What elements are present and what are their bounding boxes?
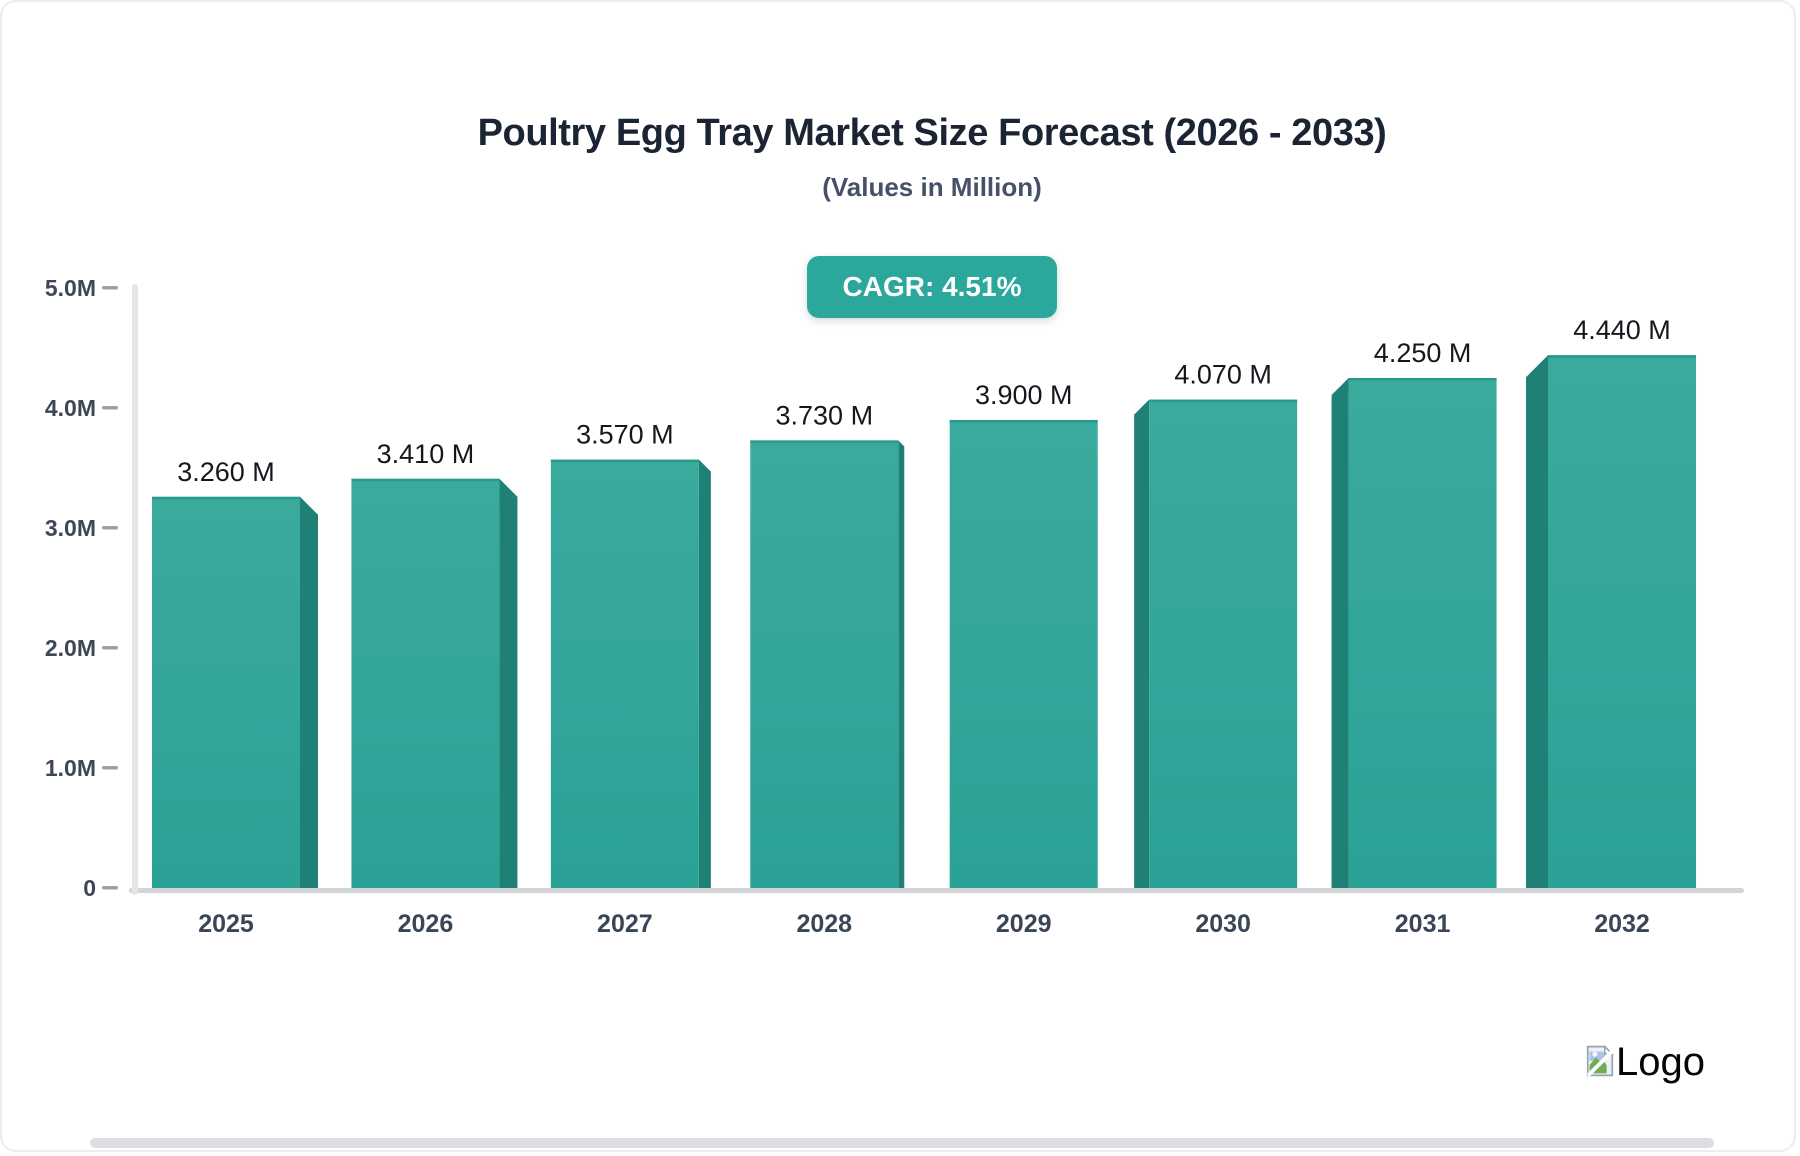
bar-2027: 3.570 M 2027 bbox=[550, 420, 711, 938]
y-axis-tick-label: 5.0M bbox=[45, 275, 96, 301]
bar-2031: 4.250 M 2031 bbox=[1331, 338, 1497, 938]
bar-front-face bbox=[949, 420, 1098, 888]
bar-front-face bbox=[1548, 355, 1697, 888]
horizontal-scrollbar[interactable] bbox=[90, 1138, 1714, 1148]
bar-side-face bbox=[1526, 355, 1549, 888]
bar-2030: 4.070 M 2030 bbox=[1134, 360, 1298, 938]
bar-side-face bbox=[898, 440, 905, 888]
bar-top-edge bbox=[1348, 378, 1497, 381]
bar-2029: 3.900 M 2029 bbox=[949, 380, 1098, 938]
bar-top-edge bbox=[750, 440, 899, 443]
y-axis-tick bbox=[102, 766, 118, 770]
bar-front-face bbox=[550, 459, 699, 888]
bar-side-face bbox=[499, 478, 518, 888]
cagr-badge: CAGR: 4.51% bbox=[806, 256, 1058, 318]
logo: Logo bbox=[1586, 1040, 1705, 1085]
broken-image-icon bbox=[1586, 1044, 1614, 1077]
y-axis-tick-label: 4.0M bbox=[45, 395, 96, 421]
y-axis-tick bbox=[102, 886, 118, 890]
cagr-badge-row: CAGR: 4.51% bbox=[122, 256, 1742, 318]
bar-side-face bbox=[1331, 378, 1349, 888]
bar-top-edge bbox=[1548, 355, 1697, 358]
bar-value-label: 4.250 M bbox=[1374, 338, 1472, 368]
bar-2028: 3.730 M 2028 bbox=[750, 400, 905, 938]
bar-2026: 3.410 M 2026 bbox=[351, 439, 518, 938]
bar-value-label: 3.410 M bbox=[377, 439, 475, 469]
x-axis-line bbox=[129, 888, 1744, 893]
chart-title: Poultry Egg Tray Market Size Forecast (2… bbox=[477, 112, 1387, 154]
bar-top-edge bbox=[1149, 399, 1298, 403]
y-axis-tick-label: 1.0M bbox=[45, 755, 96, 781]
logo-text: Logo bbox=[1616, 1040, 1705, 1084]
bar-front-face bbox=[351, 478, 500, 888]
y-axis-tick-label: 2.0M bbox=[45, 635, 96, 661]
bar-value-label: 3.900 M bbox=[975, 380, 1073, 410]
bar-2032: 4.440 M 2032 bbox=[1526, 315, 1697, 938]
x-axis-category-label: 2030 bbox=[1195, 910, 1251, 938]
bar-value-label: 3.730 M bbox=[776, 400, 874, 430]
bar-side-face bbox=[698, 459, 711, 888]
bar-front-face bbox=[1348, 378, 1497, 888]
y-axis-tick bbox=[102, 646, 118, 650]
bar-top-edge bbox=[152, 496, 300, 500]
y-axis-tick bbox=[102, 406, 118, 410]
y-axis-tick bbox=[102, 286, 118, 290]
x-axis-category-label: 2028 bbox=[796, 910, 852, 938]
bar-side-face bbox=[1134, 399, 1150, 888]
chart-subtitle: (Values in Million) bbox=[822, 172, 1042, 202]
y-axis-tick-label: 0 bbox=[83, 875, 96, 901]
bar-front-face bbox=[750, 440, 899, 888]
bar-value-label: 4.070 M bbox=[1174, 360, 1272, 390]
bar-top-edge bbox=[550, 459, 699, 463]
bar-value-label: 3.570 M bbox=[576, 420, 674, 450]
bar-top-edge bbox=[949, 420, 1098, 423]
x-axis-category-label: 2031 bbox=[1395, 910, 1451, 938]
bar-2025: 3.260 M 2025 bbox=[152, 457, 318, 938]
y-axis-tick-label: 3.0M bbox=[45, 515, 96, 541]
bar-value-label: 3.260 M bbox=[177, 457, 275, 487]
y-axis-tick bbox=[102, 526, 118, 530]
x-axis-category-label: 2032 bbox=[1594, 910, 1650, 938]
x-axis-category-label: 2027 bbox=[597, 910, 653, 938]
bar-front-face bbox=[152, 496, 300, 888]
x-axis-category-label: 2025 bbox=[198, 910, 254, 938]
bar-value-label: 4.440 M bbox=[1573, 315, 1671, 345]
bar-top-edge bbox=[351, 478, 500, 482]
y-axis-line bbox=[132, 284, 138, 895]
x-axis-category-label: 2026 bbox=[398, 910, 454, 938]
x-axis-category-label: 2029 bbox=[996, 910, 1052, 938]
bar-side-face bbox=[300, 496, 318, 888]
bar-front-face bbox=[1149, 399, 1298, 888]
